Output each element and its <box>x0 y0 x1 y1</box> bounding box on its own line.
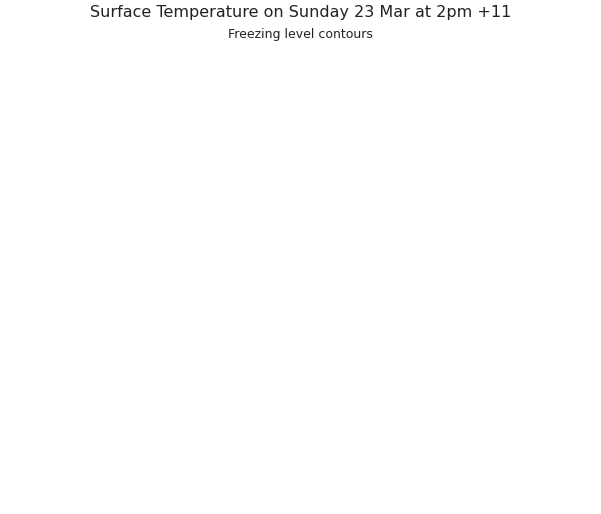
Text: Freezing level contours: Freezing level contours <box>228 28 373 41</box>
Text: Surface Temperature on Sunday 23 Mar at 2pm +11: Surface Temperature on Sunday 23 Mar at … <box>90 5 511 20</box>
